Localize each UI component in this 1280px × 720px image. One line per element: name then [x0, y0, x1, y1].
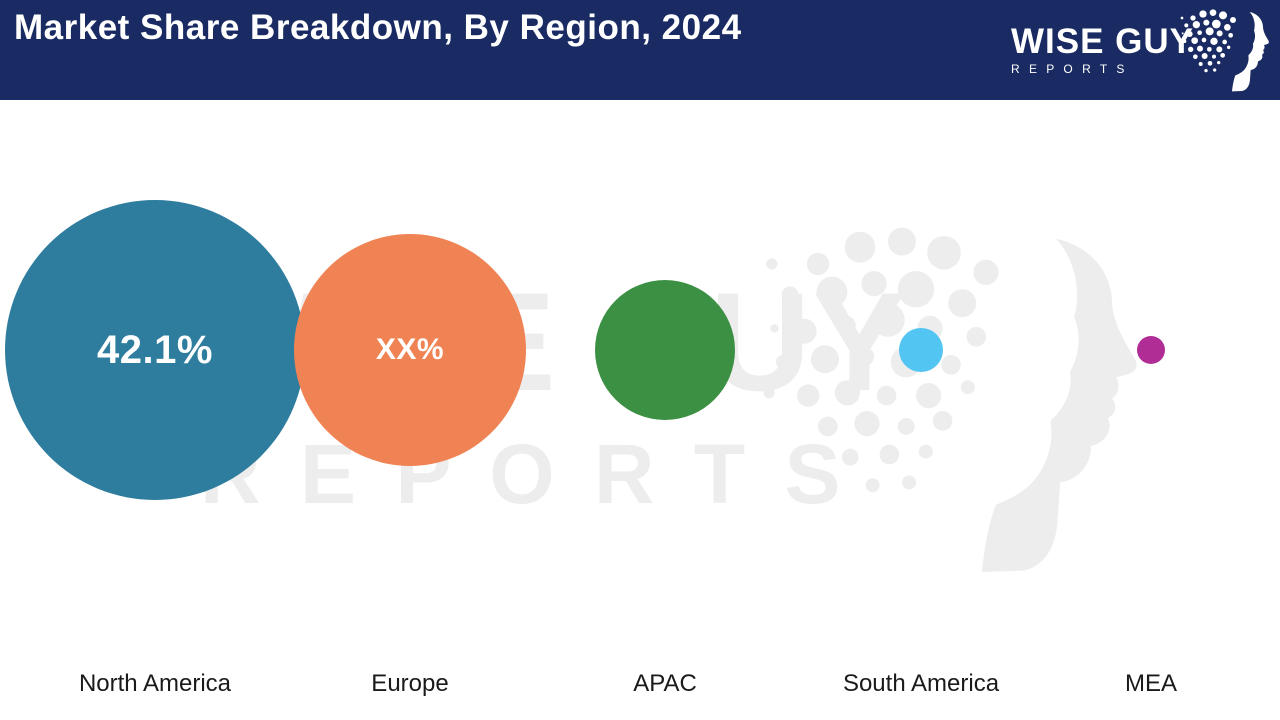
page-title: Market Share Breakdown, By Region, 2024 [14, 8, 742, 47]
category-label-apac: APAC [633, 670, 697, 697]
category-label-mea: MEA [1124, 670, 1178, 697]
bubble-north-america: 42.1% [5, 200, 305, 500]
bubble-value-label-north-america: 42.1% [97, 327, 213, 372]
logo-text: WISE GUY R E P O R T S [1010, 21, 1194, 77]
logo-wordmark: WISE GUY [1010, 21, 1194, 61]
bubble-europe: XX% [294, 234, 526, 466]
bubble-mea [1137, 336, 1165, 364]
bubble-apac [595, 280, 735, 420]
category-label-south-america: South America [842, 670, 1000, 697]
category-label-north-america: North America [78, 670, 232, 697]
bubble-south-america [899, 328, 943, 372]
category-label-europe: Europe [371, 670, 449, 697]
header: Market Share Breakdown, By Region, 2024 … [0, 0, 1280, 100]
bubble-value-label-europe: XX% [375, 333, 445, 366]
logo-subtitle: R E P O R T S [1010, 62, 1128, 77]
brand-logo: WISE GUY R E P O R T S [1011, 4, 1278, 96]
